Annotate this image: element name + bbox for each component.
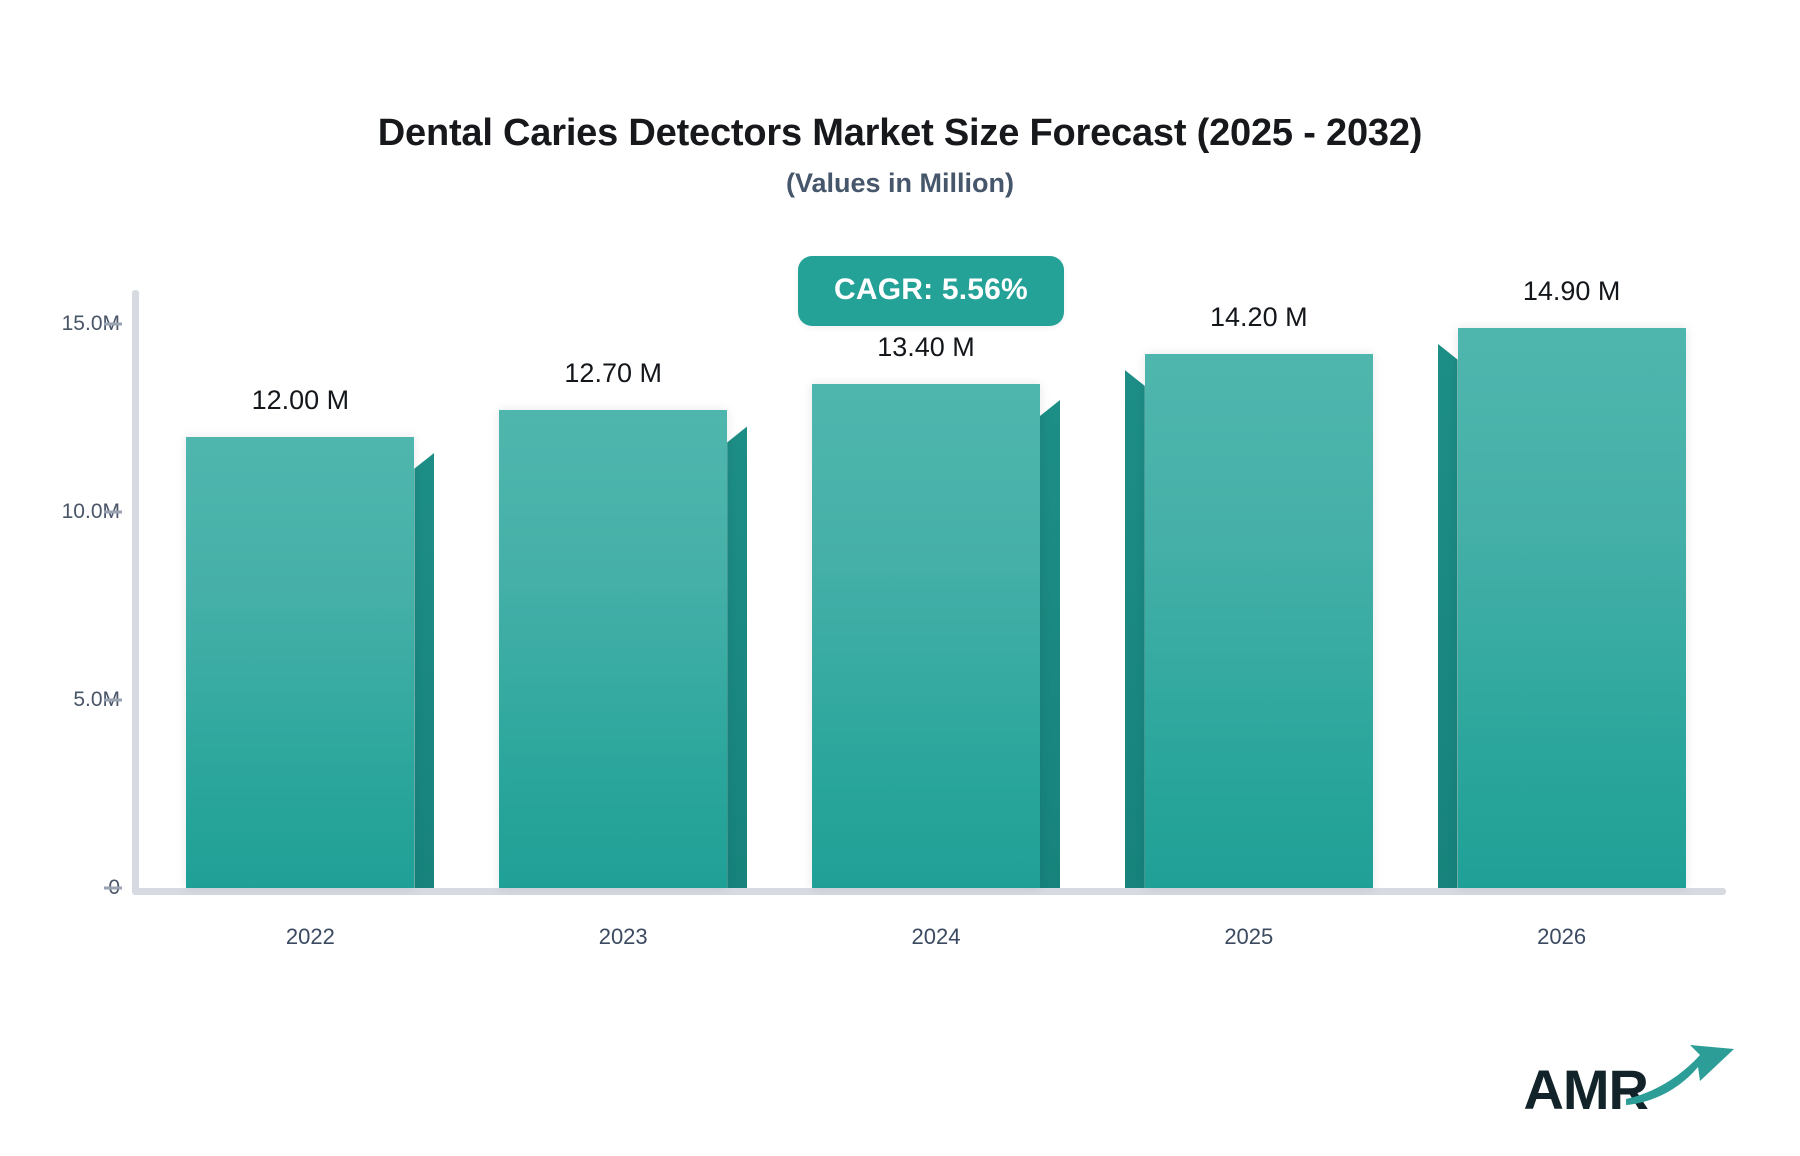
y-tick-label: 0 bbox=[0, 876, 120, 900]
bar-front-face bbox=[1457, 327, 1686, 888]
bar-value-label: 13.40 M bbox=[877, 332, 975, 363]
bar-front-face bbox=[812, 384, 1040, 888]
bar bbox=[499, 410, 748, 888]
bar bbox=[812, 384, 1060, 888]
chart-subtitle: (Values in Million) bbox=[785, 168, 1015, 198]
y-tick-label: 5.0M bbox=[73, 687, 120, 711]
bar-value-label: 14.90 M bbox=[1522, 275, 1621, 306]
bar bbox=[186, 436, 435, 888]
cagr-badge: CAGR: 5.56% bbox=[798, 256, 1064, 326]
chart-title: Dental Caries Detectors Market Size Fore… bbox=[377, 112, 1423, 154]
bar-front-face bbox=[1144, 353, 1373, 888]
bar bbox=[1124, 353, 1373, 888]
bar-side-face bbox=[1040, 400, 1060, 888]
bar-value-label: 12.70 M bbox=[564, 358, 662, 389]
bar-front-face bbox=[499, 410, 728, 888]
bar bbox=[1437, 327, 1686, 888]
logo-text: AMR bbox=[1523, 1058, 1649, 1121]
y-tick-mark bbox=[104, 322, 122, 326]
growth-arrow-icon bbox=[1624, 1043, 1744, 1116]
y-tick-label: 15.0M bbox=[61, 311, 120, 335]
x-axis-label: 2022 bbox=[285, 924, 335, 949]
x-axis-label: 2023 bbox=[598, 924, 648, 949]
amr-logo: AMR bbox=[1523, 1043, 1744, 1118]
bar-side-face bbox=[1437, 343, 1458, 888]
x-axis-label: 2024 bbox=[911, 924, 961, 949]
x-axis-label: 2025 bbox=[1224, 924, 1274, 949]
y-tick-mark bbox=[104, 698, 122, 702]
x-axis-label: 2026 bbox=[1537, 924, 1587, 949]
y-tick-mark bbox=[104, 510, 122, 514]
bar-value-label: 12.00 M bbox=[251, 384, 350, 415]
bar-side-face bbox=[1124, 369, 1145, 888]
bar-side-face bbox=[414, 452, 435, 888]
bar-side-face bbox=[727, 426, 748, 888]
y-tick-mark bbox=[104, 886, 122, 890]
bar-front-face bbox=[186, 436, 415, 888]
bar-value-label: 14.20 M bbox=[1210, 301, 1308, 332]
y-axis-line bbox=[132, 290, 139, 894]
y-tick-label: 10.0M bbox=[61, 499, 120, 523]
x-axis-line bbox=[132, 888, 1726, 895]
